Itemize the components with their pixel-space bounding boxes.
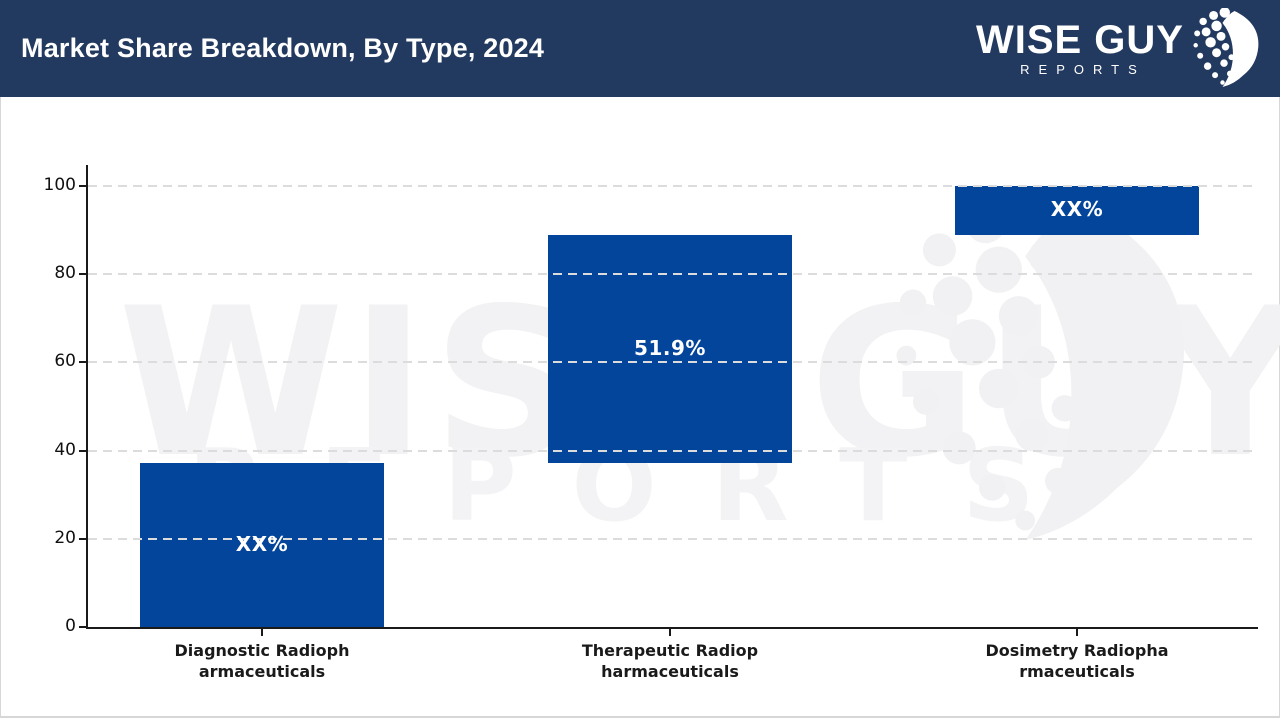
y-axis-tick bbox=[79, 626, 86, 628]
y-axis-tick-label: 40 bbox=[54, 439, 76, 460]
bar-value-label: 51.9% bbox=[634, 335, 706, 360]
chart-canvas: WISE GUY REPORTS 0 20 40 60 80 100 XX% Diagnost… bbox=[0, 97, 1280, 716]
category-label-line: Dosimetry Radiopha bbox=[985, 641, 1169, 660]
y-axis-spine bbox=[86, 165, 88, 629]
y-axis-tick-label: 100 bbox=[43, 175, 76, 195]
bar-value-label: XX% bbox=[1050, 197, 1104, 222]
x-axis-spine bbox=[86, 627, 1258, 629]
gridline bbox=[88, 361, 1258, 364]
gridline bbox=[88, 449, 1258, 452]
x-axis-tick bbox=[669, 629, 671, 636]
page-border-left bbox=[0, 97, 1, 717]
header-bar: Market Share Breakdown, By Type, 2024 WI… bbox=[0, 0, 1280, 97]
x-axis-category-label: Dosimetry Radiopha rmaceuticals bbox=[917, 640, 1237, 682]
dotted-head-icon bbox=[1193, 7, 1259, 87]
logo-subtitle: REPORTS bbox=[1020, 62, 1146, 77]
page-border-bottom bbox=[0, 716, 1280, 718]
logo-wordmark: WISE GUY bbox=[975, 18, 1184, 62]
category-label-line: Diagnostic Radioph bbox=[174, 641, 350, 660]
y-axis-tick bbox=[79, 537, 86, 540]
wise-guy-logo: WISE GUY REPORTS bbox=[976, 7, 1280, 90]
x-axis-category-label: Diagnostic Radioph armaceuticals bbox=[102, 640, 422, 682]
bar-value-label: XX% bbox=[235, 532, 289, 557]
bar-segment bbox=[955, 186, 1199, 235]
category-label-line: Therapeutic Radiop bbox=[581, 641, 759, 660]
bar-segment bbox=[548, 234, 792, 464]
y-axis-tick-label: 0 bbox=[65, 616, 76, 636]
y-axis-tick-label: 20 bbox=[54, 527, 76, 548]
gridline bbox=[88, 537, 1258, 540]
y-axis-tick bbox=[79, 449, 86, 452]
category-label-line: harmaceuticals bbox=[601, 662, 739, 681]
x-axis-tick bbox=[261, 629, 263, 636]
bar-segment bbox=[140, 463, 384, 627]
y-axis-tick-label: 60 bbox=[54, 351, 76, 372]
gridline bbox=[88, 185, 1258, 187]
y-axis-tick bbox=[79, 361, 86, 364]
category-label-line: rmaceuticals bbox=[1019, 662, 1135, 681]
y-axis-tick bbox=[79, 185, 86, 187]
y-axis-tick-label: 80 bbox=[54, 263, 76, 284]
y-axis-tick bbox=[79, 273, 86, 276]
x-axis-tick bbox=[1076, 629, 1078, 636]
gridline bbox=[88, 273, 1258, 276]
category-label-line: armaceuticals bbox=[198, 662, 326, 681]
logo-text: WISE GUY REPORTS bbox=[976, 20, 1184, 77]
x-axis-category-label: Therapeutic Radiop harmaceuticals bbox=[510, 640, 830, 682]
page-title: Market Share Breakdown, By Type, 2024 bbox=[21, 33, 545, 63]
